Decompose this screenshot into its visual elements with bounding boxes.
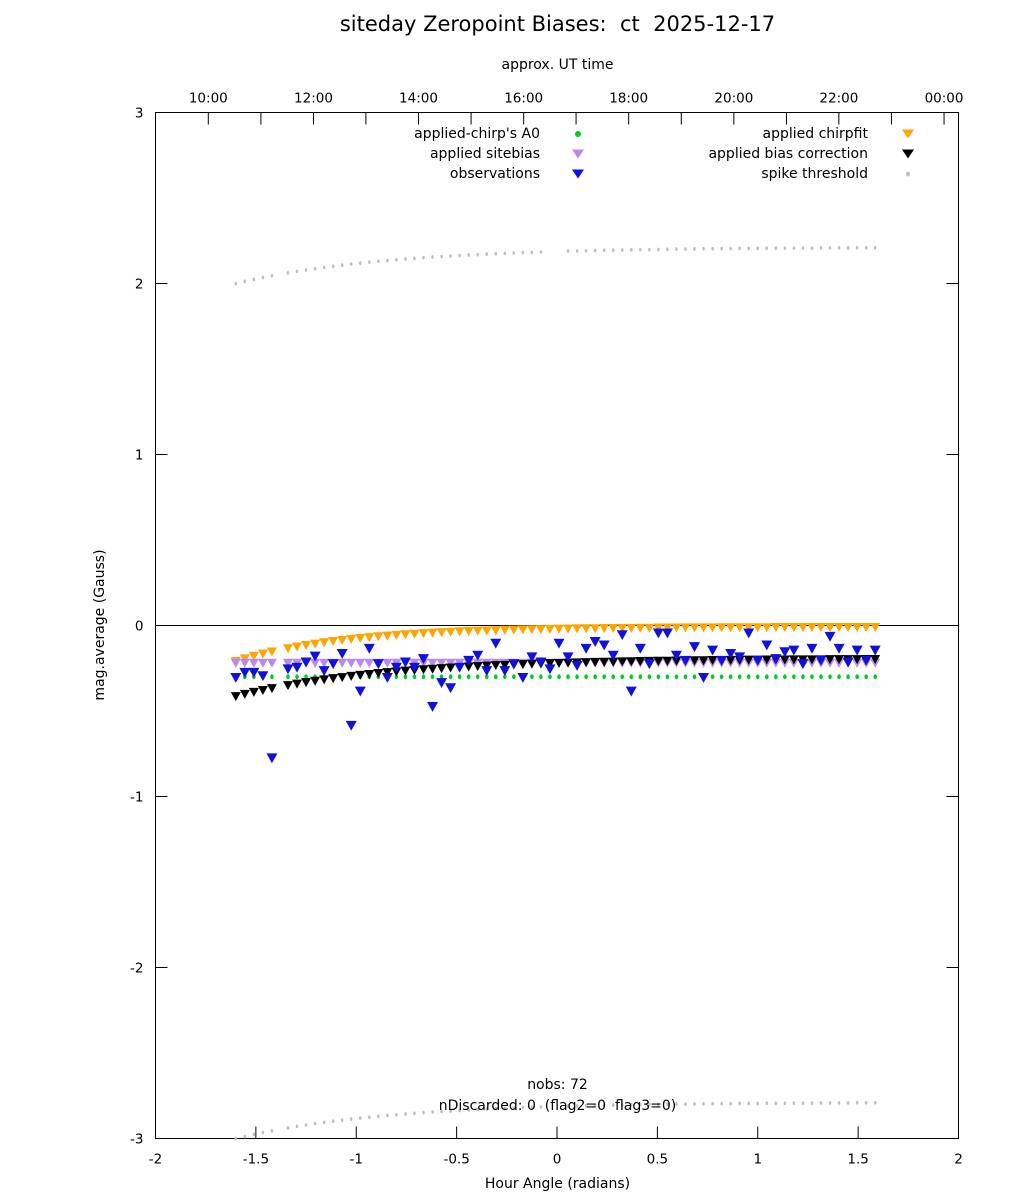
x-tick-label: 0.5 [647,1152,668,1168]
legend-label-observations: observations [449,166,540,182]
legend-row-2: applied sitebias applied bias correction [0,144,1024,164]
x-tick-label: -2 [149,1152,162,1168]
y-axis-title: mag.average (Gauss) [92,549,108,701]
y-tick-label: -2 [130,961,143,977]
ut-tick-label: 18:00 [609,91,648,107]
axis-ticks [155,112,959,1139]
page-title: siteday Zeropoint Biases: ct 2025-12-17 [339,12,776,36]
legend-row-3: observations spike threshold [0,164,1024,184]
ndiscarded-annotation: nDiscarded: 0 (flag2=0 flag3=0) [438,1098,677,1114]
x-axis-title: Hour Angle (radians) [484,1176,631,1192]
legend-marker-black-triangle-icon [902,149,914,159]
legend-marker-gray-dot-icon [906,171,910,177]
y-tick-label: -3 [130,1132,143,1148]
x-tick-label: 1.5 [847,1152,868,1168]
top-axis-title: approx. UT time [501,57,614,73]
y-tick-label: 1 [135,448,144,464]
x-tick-label: -1 [350,1152,363,1168]
legend-marker-purple-triangle-icon [572,149,584,159]
ut-tick-label: 14:00 [399,91,438,107]
ut-tick-label: 16:00 [504,91,543,107]
y-tick-label: 3 [135,106,144,122]
legend-label-applied-chirpfit: applied chirpfit [762,126,869,142]
y-tick-label: -1 [130,790,143,806]
y-tick-label: 2 [135,277,144,293]
legend-marker-orange-triangle-icon [902,129,914,139]
ut-tick-label: 22:00 [819,91,858,107]
legend-label-applied-sitebias: applied sitebias [429,146,540,162]
x-tick-label: -0.5 [443,1152,469,1168]
ut-tick-label: 00:00 [925,91,964,107]
nobs-annotation: nobs: 72 [527,1077,588,1093]
legend-marker-green-dot-icon [575,131,581,137]
x-tick-label: -1.5 [243,1152,269,1168]
series-spike_threshold [234,245,877,286]
series-spike_threshold_lower [234,1100,877,1141]
legend-marker-blue-triangle-icon [572,169,584,179]
y-tick-label: 0 [135,619,144,635]
x-tick-label: 1 [753,1152,762,1168]
legend-label-applied-chirp-a0: applied-chirp's A0 [414,126,540,142]
legend-label-applied-bias-correction: applied bias correction [708,146,868,162]
ut-tick-label: 20:00 [714,91,753,107]
legend-label-spike-threshold: spike threshold [761,166,868,182]
x-tick-label: 2 [954,1152,963,1168]
x-tick-label: 0 [553,1152,562,1168]
series-observations [230,628,881,764]
ut-tick-label: 12:00 [294,91,333,107]
legend-row-1: applied-chirp's A0 applied chirpfit [0,124,1024,144]
series-applied_chirpfit [230,623,881,667]
ut-tick-label: 10:00 [189,91,228,107]
